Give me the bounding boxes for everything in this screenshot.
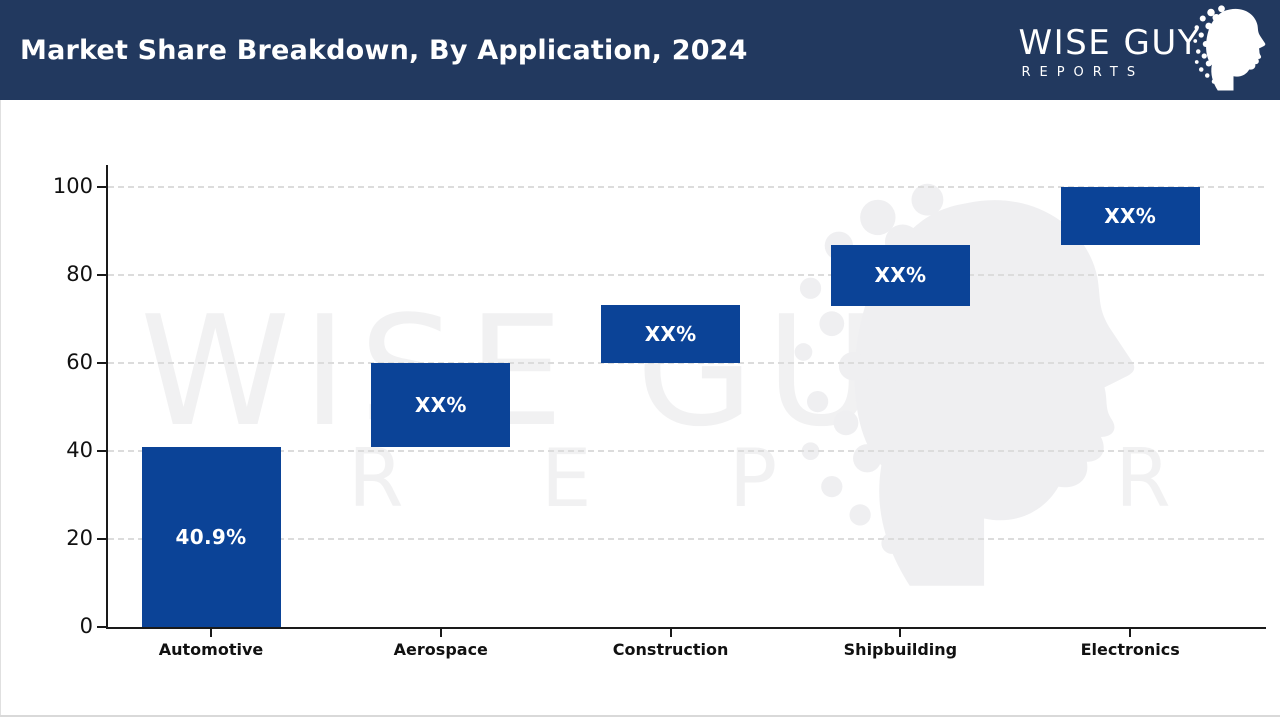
y-tick-label-40: 40 — [66, 438, 93, 462]
y-axis-line — [106, 165, 108, 629]
gridline-20 — [108, 538, 1266, 540]
bar-value-label-electronics: XX% — [1104, 204, 1157, 229]
y-tick-20 — [97, 538, 106, 540]
x-tick-aerospace — [439, 629, 442, 637]
bar-value-label-aerospace: XX% — [414, 393, 467, 418]
logo-text: WISE GUY REPORTS — [1018, 24, 1200, 80]
bottom-border-line — [0, 715, 1280, 717]
x-axis-label-electronics: Electronics — [1080, 640, 1180, 659]
y-tick-60 — [97, 362, 106, 364]
logo-subtitle: REPORTS — [1021, 65, 1145, 80]
y-tick-40 — [97, 450, 106, 452]
y-tick-label-20: 20 — [66, 526, 93, 550]
y-tick-label-80: 80 — [66, 262, 93, 286]
bar-value-label-construction: XX% — [644, 321, 697, 346]
gridline-100 — [108, 186, 1266, 188]
bar-construction: XX% — [601, 304, 741, 363]
x-tick-automotive — [210, 629, 212, 637]
y-tick-80 — [97, 274, 106, 276]
x-tick-construction — [669, 629, 672, 637]
x-tick-electronics — [1129, 629, 1132, 637]
bar-electronics: XX% — [1060, 187, 1200, 246]
logo-wordmark: WISE GUY — [1018, 23, 1200, 63]
left-border-line — [0, 100, 1, 715]
y-tick-label-0: 0 — [79, 614, 93, 638]
x-axis-label-automotive: Automotive — [158, 640, 264, 659]
y-tick-100 — [97, 186, 106, 188]
bar-aerospace: XX% — [371, 363, 511, 448]
y-tick-label-60: 60 — [66, 350, 93, 374]
x-axis-label-aerospace: Aerospace — [393, 640, 488, 659]
y-tick-0 — [97, 626, 106, 628]
bar-shipbuilding: XX% — [830, 245, 970, 306]
x-axis-label-shipbuilding: Shipbuilding — [843, 640, 958, 659]
bar-value-label-shipbuilding: XX% — [874, 263, 927, 288]
y-tick-label-100: 100 — [52, 174, 93, 198]
gridline-60 — [108, 362, 1266, 364]
x-axis-line — [106, 627, 1266, 629]
bar-value-label-automotive: 40.9% — [175, 525, 247, 549]
gridline-40 — [108, 450, 1266, 452]
x-tick-shipbuilding — [899, 629, 902, 637]
wise-guy-logo: WISE GUY REPORTS — [1018, 5, 1274, 99]
page-title: Market Share Breakdown, By Application, … — [20, 34, 748, 66]
x-axis-label-construction: Construction — [612, 640, 729, 659]
gridline-80 — [108, 274, 1266, 276]
dotted-face-icon — [1190, 5, 1274, 99]
header-bar: Market Share Breakdown, By Application, … — [0, 0, 1280, 100]
bar-automotive: 40.9% — [141, 447, 281, 627]
